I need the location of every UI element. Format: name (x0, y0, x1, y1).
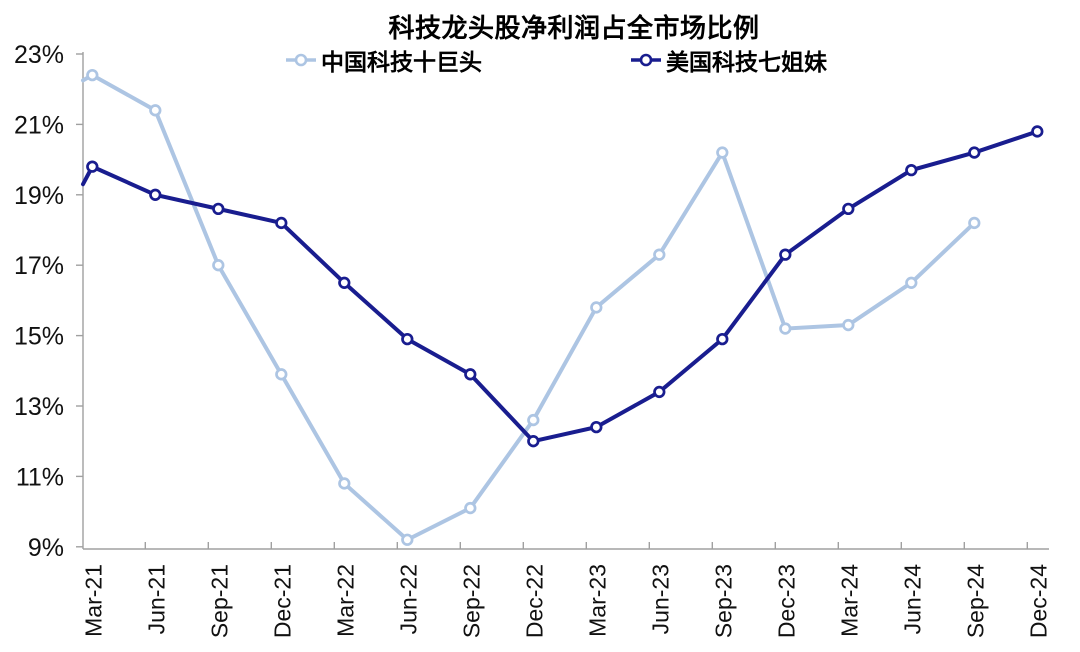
data-point-1-1 (149, 188, 162, 201)
x-tick-label: Jun-23 (647, 564, 673, 634)
x-tick-label: Sep-22 (458, 564, 484, 638)
x-tick-label: Mar-21 (80, 564, 106, 637)
data-point-1-9 (653, 385, 666, 399)
data-point-0-4 (338, 477, 351, 490)
y-tick-label: 9% (28, 534, 64, 562)
x-tick-label: Dec-21 (269, 564, 295, 638)
data-point-1-3 (275, 216, 288, 230)
data-point-0-11 (779, 322, 792, 335)
data-point-0-3 (275, 368, 288, 381)
data-point-0-7 (527, 413, 540, 427)
x-tick-label: Jun-24 (899, 564, 925, 635)
y-tick-label: 11% (16, 463, 64, 491)
y-tick-label: 21% (14, 111, 64, 139)
x-tick-label: Dec-24 (1025, 564, 1051, 638)
x-tick-label: Sep-23 (710, 564, 736, 638)
legend-line-marker-icon (631, 53, 661, 67)
data-point-1-7 (527, 435, 540, 448)
data-point-1-0 (86, 160, 99, 173)
y-tick-label: 19% (14, 182, 64, 210)
legend-line-marker-icon (286, 53, 316, 67)
data-point-1-14 (968, 146, 981, 159)
data-point-0-9 (653, 248, 666, 261)
y-tick-label: 17% (14, 252, 64, 280)
x-tick-label: Mar-23 (584, 564, 610, 637)
x-tick-label: Mar-24 (836, 564, 862, 637)
data-point-0-14 (968, 216, 981, 230)
data-point-1-10 (716, 332, 729, 346)
data-point-0-8 (590, 301, 603, 314)
data-point-1-15 (1031, 125, 1044, 138)
chart-title: 科技龙头股净利润占全市场比例 (388, 13, 760, 43)
series-line-1 (81, 129, 1040, 444)
data-point-1-12 (842, 202, 855, 216)
data-point-0-6 (464, 501, 477, 515)
y-tick-label: 15% (14, 323, 64, 351)
data-point-0-13 (905, 276, 918, 289)
data-point-0-12 (842, 318, 855, 332)
x-tick-label: Jun-21 (143, 564, 169, 634)
y-tick-label: 13% (14, 393, 64, 421)
x-tick-label: Dec-23 (773, 564, 799, 638)
data-point-0-1 (149, 104, 162, 117)
data-point-0-0 (86, 68, 99, 82)
x-tick-label: Sep-21 (206, 564, 232, 638)
data-point-0-5 (401, 533, 414, 546)
data-point-1-13 (905, 164, 918, 177)
data-point-0-10 (716, 146, 729, 159)
series-line-0 (81, 72, 977, 543)
legend-item-china: 中国科技十巨头 (285, 47, 482, 75)
x-tick-label: Dec-22 (521, 564, 547, 638)
y-tick-label: 23% (14, 41, 64, 69)
x-tick-label: Jun-22 (395, 564, 421, 634)
legend-item-us: 美国科技七姐妹 (630, 47, 827, 75)
data-point-1-5 (401, 332, 414, 346)
data-point-1-11 (779, 248, 792, 261)
data-point-1-6 (464, 368, 477, 381)
data-point-0-2 (212, 259, 225, 272)
data-point-1-2 (212, 202, 225, 216)
data-point-1-8 (590, 420, 603, 434)
legend-label-china: 中国科技十巨头 (321, 49, 482, 75)
x-tick-label: Mar-22 (332, 564, 358, 637)
data-point-1-4 (338, 276, 351, 289)
x-tick-label: Sep-24 (962, 564, 988, 638)
legend-label-us: 美国科技七姐妹 (666, 49, 827, 75)
